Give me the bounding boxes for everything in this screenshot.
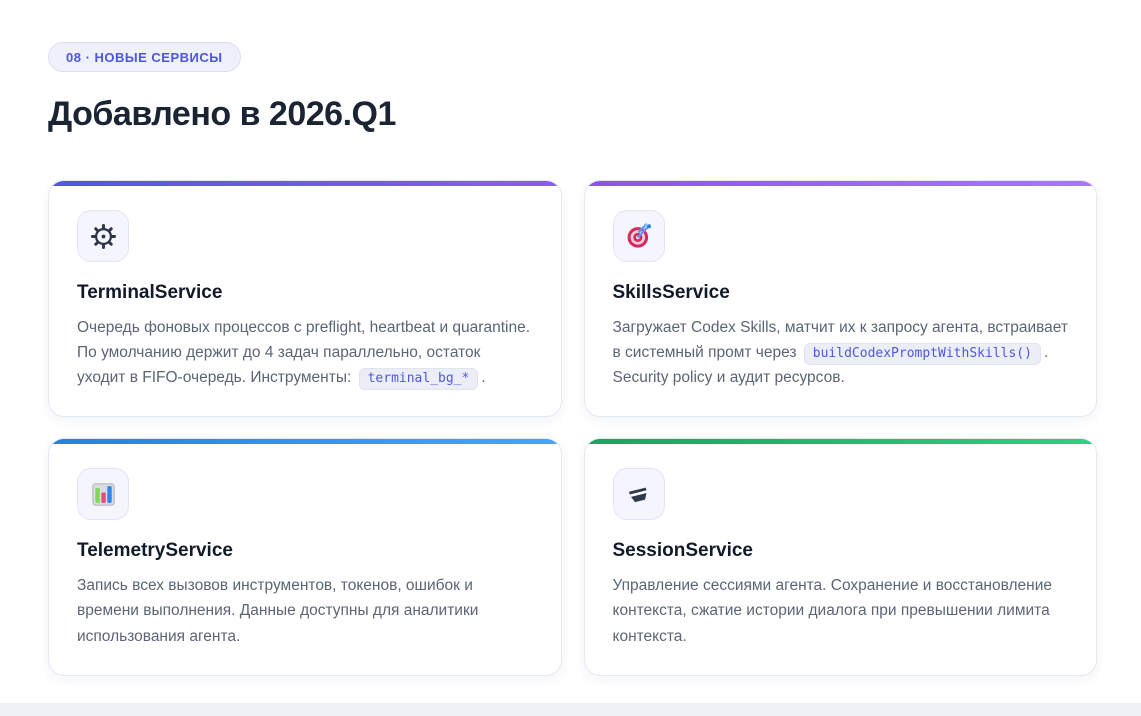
service-card-terminal: TerminalService Очередь фоновых процессо… (48, 180, 562, 418)
next-section-band (0, 703, 1141, 716)
service-card-session: SessionService Управление сессиями агент… (583, 438, 1097, 676)
section-badge: 08 · НОВЫЕ СЕРВИСЫ (48, 42, 241, 72)
card-title: SkillsService (612, 282, 730, 303)
telemetry-icon-tile (77, 468, 129, 521)
description-text: Управление сессиями агента. Сохранение и… (612, 577, 1053, 645)
card-description: Загружает Codex Skills, матчит их к запр… (613, 315, 1069, 390)
card-body: TerminalService Очередь фоновых процессо… (49, 186, 561, 416)
description-text: . Security policy и аудит ресурсов. (612, 344, 1049, 387)
card-title: SessionService (612, 540, 753, 562)
service-card-telemetry: TelemetryService Запись всех вызовов инс… (48, 438, 562, 676)
description-text: . (481, 369, 486, 387)
target-dart-icon (627, 223, 651, 248)
new-services-section: 08 · НОВЫЕ СЕРВИСЫ Добавлено в 2026.Q1 (48, 42, 1097, 676)
skills-icon-tile (612, 210, 665, 262)
terminal-icon-tile (77, 210, 129, 262)
card-box-icon (629, 487, 647, 502)
services-grid: TerminalService Очередь фоновых процессо… (48, 180, 1097, 676)
card-accent-bar (584, 181, 1096, 186)
description-text: Загружает Codex Skills, матчит их к запр… (612, 319, 1069, 362)
card-description: Управление сессиями агента. Сохранение и… (613, 573, 1069, 648)
card-accent-bar (49, 181, 561, 186)
card-body: SessionService Управление сессиями агент… (585, 444, 1097, 674)
session-icon-tile (612, 468, 665, 521)
card-title: TelemetryService (77, 540, 233, 562)
page-title: Добавлено в 2026.Q1 (48, 95, 396, 133)
card-accent-bar (584, 439, 1096, 445)
card-body: TelemetryService Запись всех вызовов инс… (49, 444, 561, 674)
card-title: TerminalService (77, 282, 223, 303)
card-body: SkillsService Загружает Codex Skills, ма… (585, 186, 1097, 416)
bar-chart-icon (91, 483, 115, 506)
inline-code-chip: buildCodexPromptWithSkills() (803, 343, 1041, 366)
service-card-skills: SkillsService Загружает Codex Skills, ма… (583, 180, 1097, 418)
description-text: Очередь фоновых процессов с preflight, h… (77, 319, 530, 387)
card-description: Очередь фоновых процессов с preflight, h… (77, 315, 533, 391)
description-text: Запись всех вызовов инструментов, токено… (77, 577, 479, 645)
card-accent-bar (49, 439, 561, 445)
gear-icon (90, 223, 116, 249)
inline-code-chip: terminal_bg_* (358, 368, 479, 391)
card-description: Запись всех вызовов инструментов, токено… (77, 573, 533, 648)
